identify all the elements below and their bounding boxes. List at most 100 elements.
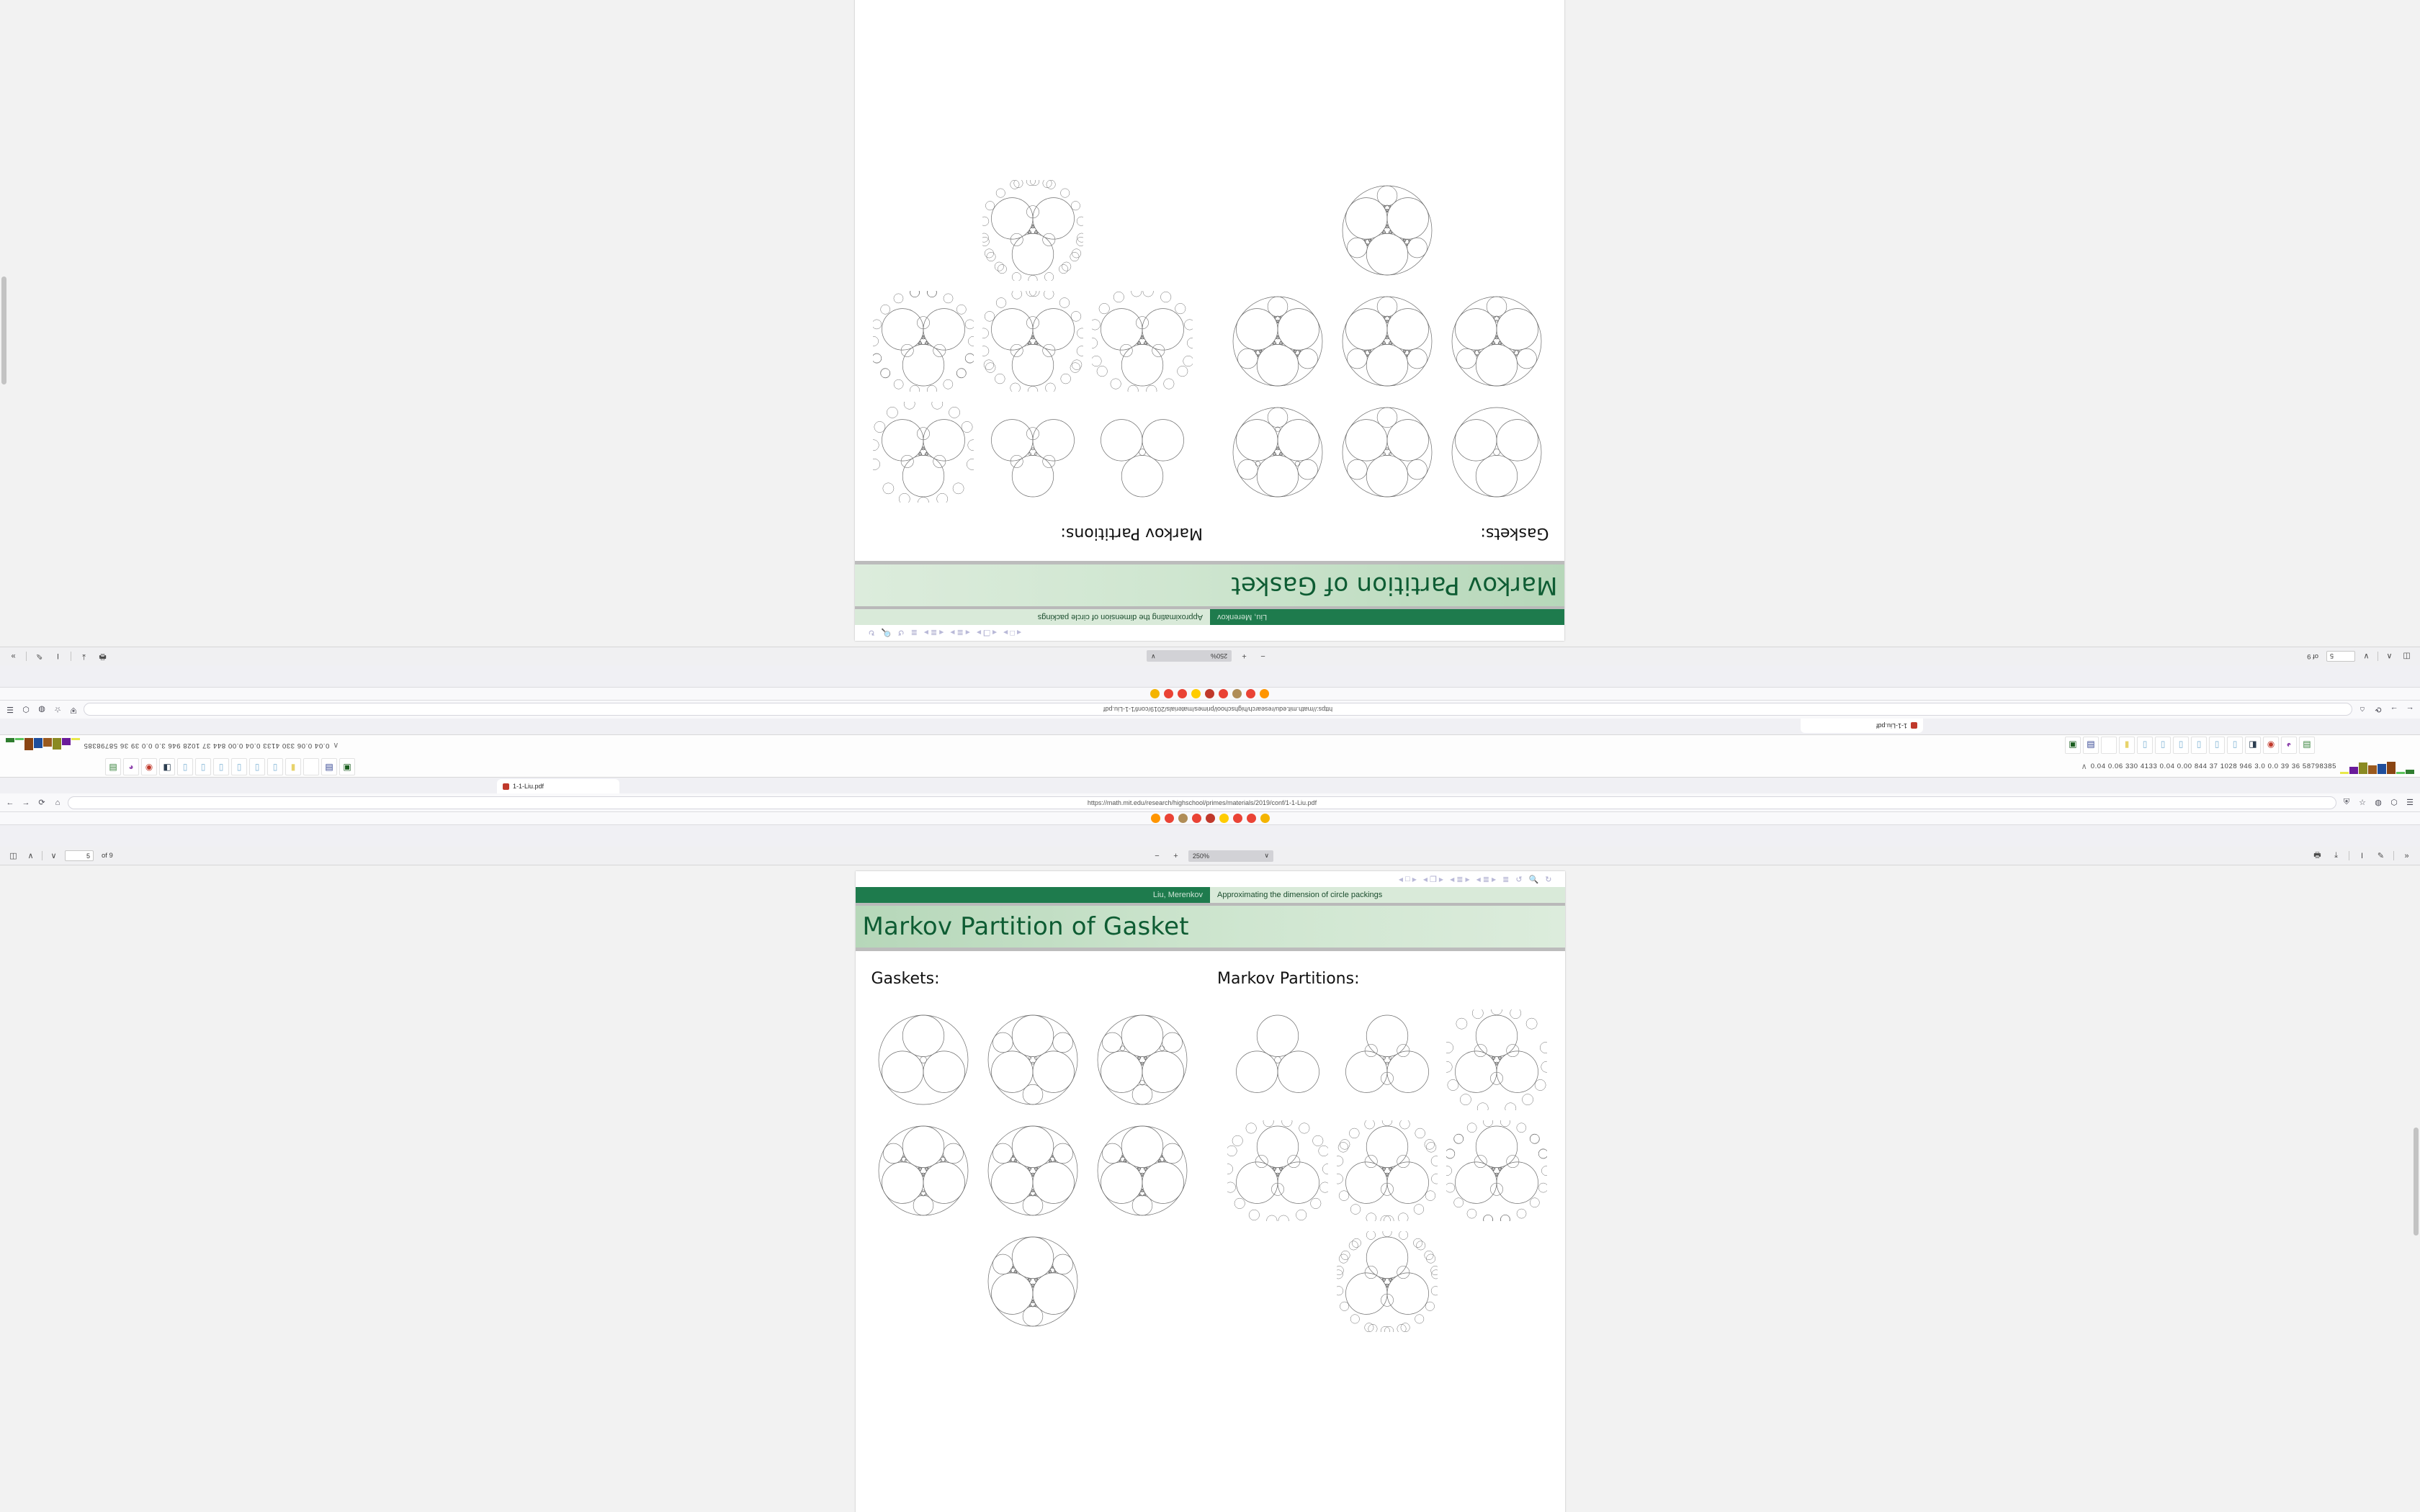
download-icon[interactable]: ⤓: [2334, 851, 2338, 860]
taskbar-app-dark-icon[interactable]: ◧: [159, 757, 175, 775]
section-icon[interactable]: ≣: [1482, 875, 1489, 884]
reload-icon[interactable]: ⟳: [38, 798, 45, 807]
next-slide-arrow[interactable]: ▶: [1003, 629, 1008, 636]
taskbar-app-red-icon[interactable]: ◉: [2263, 737, 2279, 755]
taskbar-window-icon[interactable]: ▯: [177, 757, 193, 775]
bookmark-google-bookmark[interactable]: [1164, 689, 1174, 698]
bookmark-google-bookmark[interactable]: [1232, 814, 1242, 823]
url-bar[interactable]: https://math.mit.edu/research/highschool…: [68, 796, 2336, 809]
bookmark-wiki-bookmark[interactable]: [1178, 814, 1188, 823]
slide-icon[interactable]: □: [1010, 629, 1015, 637]
bookmark-drive-bookmark[interactable]: [1150, 689, 1160, 698]
taskbar-window-icon[interactable]: ▯: [2209, 737, 2225, 755]
next-section-arrow[interactable]: ▶: [1491, 876, 1497, 883]
pdf-scrollbar-thumb[interactable]: [2414, 1128, 2419, 1236]
pdf-scrollbar[interactable]: [2414, 890, 2419, 1509]
bookmark-google-bookmark[interactable]: [1219, 689, 1229, 698]
taskbar-app-dark-icon[interactable]: ◧: [2245, 737, 2261, 755]
zoom-select[interactable]: 250% ∨: [1147, 650, 1232, 662]
reload-icon[interactable]: ⟳: [2375, 705, 2382, 714]
prev-section-arrow[interactable]: ◀: [939, 629, 944, 636]
bookmark-youtube-bookmark[interactable]: [1191, 689, 1201, 698]
taskbar-terminal-icon[interactable]: ▤: [2299, 737, 2315, 755]
home-icon[interactable]: ⌂: [55, 798, 60, 807]
slide-icon[interactable]: □: [1405, 875, 1410, 883]
pdf-scrollbar[interactable]: [1, 3, 6, 622]
subsection-icon[interactable]: ≣: [1456, 875, 1464, 884]
back-icon[interactable]: ↺: [897, 628, 905, 637]
taskbar-window-icon[interactable]: ▯: [2227, 737, 2243, 755]
menu-icon[interactable]: ☰: [2406, 798, 2414, 807]
more-tools-icon[interactable]: »: [2404, 851, 2409, 860]
tray-expand-caret[interactable]: ∧: [2081, 762, 2087, 771]
taskbar-window-icon[interactable]: ▯: [213, 757, 229, 775]
bookmark-firefox-bookmark[interactable]: [1150, 814, 1160, 823]
menu-icon[interactable]: ☰: [6, 705, 14, 714]
frame-icon[interactable]: ❐: [983, 628, 990, 637]
taskbar-window-icon[interactable]: ▯: [2155, 737, 2171, 755]
prev-slide-arrow[interactable]: ◀: [1016, 629, 1022, 636]
taskbar-blank-icon[interactable]: ▫: [2101, 737, 2117, 755]
taskbar-editor-icon[interactable]: ▤: [2083, 737, 2099, 755]
bookmark-google-bookmark[interactable]: [1246, 814, 1256, 823]
print-icon[interactable]: 🖶: [99, 652, 107, 661]
download-icon[interactable]: ⤓: [82, 652, 86, 661]
bookmark-google-bookmark[interactable]: [1164, 814, 1174, 823]
prev-frame-arrow[interactable]: ◀: [1422, 876, 1428, 883]
account-icon[interactable]: ◍: [38, 705, 45, 714]
bookmark-mit-bookmark[interactable]: [1205, 814, 1215, 823]
zoom-out-button[interactable]: −: [1260, 652, 1265, 661]
section-icon[interactable]: ≣: [931, 628, 938, 637]
taskbar-monitor-icon[interactable]: ▣: [2065, 737, 2081, 755]
print-icon[interactable]: 🖶: [2313, 851, 2321, 860]
back-icon[interactable]: ←: [6, 798, 14, 807]
taskbar-window-icon[interactable]: ▯: [267, 757, 283, 775]
shield-icon[interactable]: ⛨: [70, 706, 77, 714]
draw-icon[interactable]: ✎: [35, 652, 43, 660]
bookmark-wiki-bookmark[interactable]: [1232, 689, 1242, 698]
search-icon[interactable]: 🔍: [881, 628, 892, 637]
pdf-canvas-area[interactable]: ◀ □ ▶ ◀ ❐ ▶ ◀ ≣ ▶ ◀ ≣ ▶ ≣ ↺ 🔍 ↻ Liu, Merenkov Approximati…: [0, 865, 2420, 1512]
bookmark-icon[interactable]: ☆: [2359, 798, 2366, 807]
shield-icon[interactable]: ⛨: [2343, 798, 2350, 806]
back-icon[interactable]: ←: [2406, 705, 2414, 714]
all-slides-icon[interactable]: ≣: [910, 628, 918, 637]
bookmark-google-bookmark[interactable]: [1246, 689, 1256, 698]
page-number-input[interactable]: 5: [2326, 651, 2355, 662]
taskbar-monitor-icon[interactable]: ▣: [339, 757, 355, 775]
text-select-icon[interactable]: I: [56, 652, 60, 661]
sidebar-toggle-button[interactable]: ◫: [9, 852, 17, 860]
prev-subsection-arrow[interactable]: ◀: [965, 629, 970, 636]
forward-icon[interactable]: ↻: [868, 628, 875, 637]
pdf-scrollbar-thumb[interactable]: [1, 276, 6, 384]
back-icon[interactable]: ↺: [1515, 875, 1523, 884]
taskbar-window-icon[interactable]: ▯: [231, 757, 247, 775]
next-subsection-arrow[interactable]: ▶: [1465, 876, 1470, 883]
prev-frame-arrow[interactable]: ◀: [992, 629, 998, 636]
bookmark-youtube-bookmark[interactable]: [1219, 814, 1229, 823]
taskbar-window-icon[interactable]: ▯: [2191, 737, 2207, 755]
taskbar-blank-icon[interactable]: ▫: [303, 757, 319, 775]
zoom-select[interactable]: 250% ∨: [1188, 850, 1273, 862]
frame-icon[interactable]: ❐: [1430, 875, 1437, 884]
prev-section-arrow[interactable]: ◀: [1476, 876, 1481, 883]
extensions-icon[interactable]: ⬡: [22, 705, 30, 714]
taskbar-folder-icon[interactable]: ▮: [2119, 737, 2135, 755]
bookmark-google-bookmark[interactable]: [1191, 814, 1201, 823]
bookmark-icon[interactable]: ☆: [54, 705, 61, 714]
sidebar-toggle-button[interactable]: ◫: [2403, 652, 2411, 660]
next-frame-arrow[interactable]: ▶: [1438, 876, 1444, 883]
page-up-button[interactable]: ∧: [27, 852, 34, 860]
browser-tab[interactable]: 1-1-Liu.pdf: [497, 779, 619, 793]
zoom-out-button[interactable]: −: [1155, 851, 1160, 860]
forward-icon[interactable]: →: [22, 798, 30, 807]
page-down-button[interactable]: ∨: [2363, 652, 2370, 660]
browser-tab[interactable]: 1-1-Liu.pdf: [1801, 719, 1923, 733]
page-down-button[interactable]: ∨: [50, 852, 57, 860]
tray-expand-caret[interactable]: ∧: [333, 741, 339, 750]
page-number-input[interactable]: 5: [65, 850, 94, 861]
subsection-icon[interactable]: ≣: [956, 628, 964, 637]
bookmark-firefox-bookmark[interactable]: [1260, 689, 1270, 698]
taskbar-firefox-icon[interactable]: ◕: [2281, 737, 2297, 755]
next-frame-arrow[interactable]: ▶: [976, 629, 982, 636]
